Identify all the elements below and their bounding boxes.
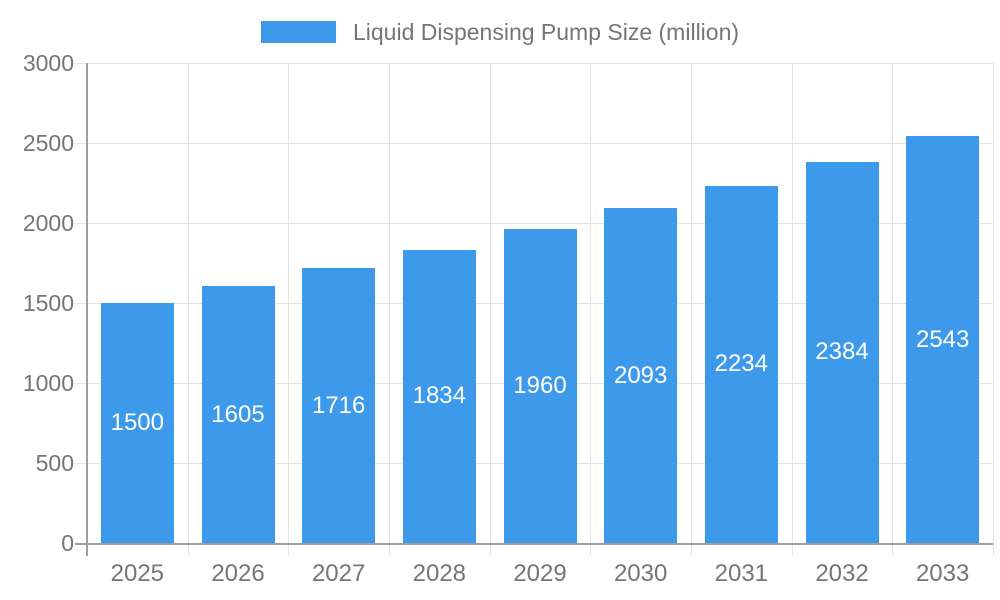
bar-value-label: 1605 [211, 400, 265, 428]
v-gridline [590, 63, 591, 556]
bar: 2384 [805, 161, 879, 543]
bar-value-label: 1716 [311, 391, 366, 419]
bar-value-label: 2234 [714, 350, 768, 378]
h-gridline [75, 223, 993, 224]
bar: 1500 [100, 303, 174, 543]
x-tick-label: 2029 [513, 560, 567, 587]
bar: 2093 [604, 208, 678, 543]
v-gridline [892, 63, 893, 556]
legend-swatch [260, 21, 336, 43]
x-tick-label: 2033 [915, 560, 970, 587]
bar-value-label: 2543 [915, 325, 970, 353]
bar: 1834 [402, 249, 476, 543]
y-tick-label: 500 [35, 450, 74, 476]
x-tick-label: 2028 [412, 560, 467, 587]
h-gridline [75, 63, 993, 64]
h-gridline [75, 143, 993, 144]
bar-value-label: 2093 [613, 361, 668, 389]
x-tick-label: 2032 [815, 560, 869, 587]
x-tick-label: 2026 [211, 560, 265, 587]
y-tick-label: 1500 [22, 290, 74, 316]
bar: 2234 [704, 185, 778, 543]
bar-value-label: 1834 [412, 382, 466, 410]
y-tick-label: 3000 [22, 50, 74, 76]
v-gridline [993, 63, 994, 556]
y-tick-label: 1000 [22, 370, 74, 396]
v-gridline [288, 63, 289, 556]
x-tick-label: 2025 [110, 560, 165, 587]
bar: 1960 [503, 229, 577, 543]
x-axis-line [75, 543, 993, 545]
bar: 1716 [302, 268, 376, 543]
bar-value-label: 2384 [815, 338, 869, 366]
y-tick-label: 0 [61, 530, 74, 556]
v-gridline [188, 63, 189, 556]
y-tick-label: 2000 [22, 210, 74, 236]
v-gridline [691, 63, 692, 556]
legend-label: Liquid Dispensing Pump Size (million) [352, 18, 740, 45]
bar-value-label: 1500 [110, 409, 164, 436]
v-gridline [490, 63, 491, 556]
legend: Liquid Dispensing Pump Size (million) [0, 14, 1000, 50]
bar: 1605 [201, 286, 275, 543]
x-tick-label: 2030 [613, 560, 668, 587]
v-gridline [389, 63, 390, 556]
x-tick-label: 2027 [311, 560, 366, 587]
v-gridline [792, 63, 793, 556]
bar: 2543 [906, 136, 980, 543]
y-tick-label: 2500 [22, 130, 74, 156]
y-axis-line [86, 63, 88, 556]
bar-value-label: 1960 [513, 372, 567, 400]
x-tick-label: 2031 [714, 560, 769, 587]
